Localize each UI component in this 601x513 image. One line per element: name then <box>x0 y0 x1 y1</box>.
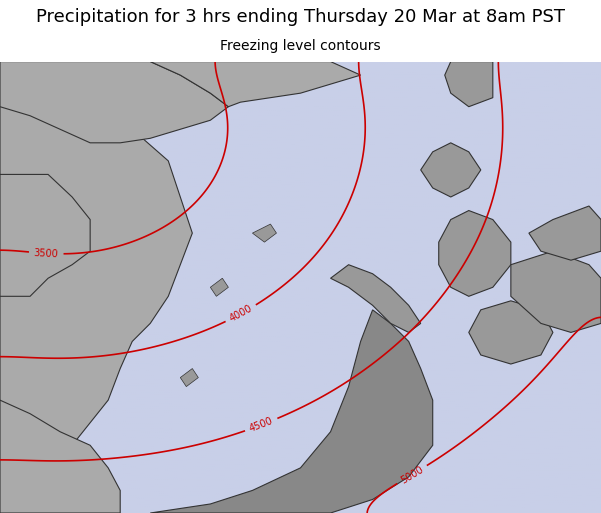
Polygon shape <box>529 206 601 260</box>
Polygon shape <box>0 62 192 490</box>
Text: 4500: 4500 <box>248 416 275 434</box>
Polygon shape <box>0 400 120 513</box>
Text: 3500: 3500 <box>34 248 59 259</box>
Polygon shape <box>469 301 553 364</box>
Polygon shape <box>180 368 198 387</box>
Text: 5000: 5000 <box>399 464 425 485</box>
Polygon shape <box>439 210 511 297</box>
Polygon shape <box>331 265 421 332</box>
Polygon shape <box>0 174 90 297</box>
Polygon shape <box>210 278 228 297</box>
Text: Freezing level contours: Freezing level contours <box>220 39 381 53</box>
Polygon shape <box>421 143 481 197</box>
Polygon shape <box>445 62 493 107</box>
Polygon shape <box>150 62 361 107</box>
Polygon shape <box>252 224 276 242</box>
Text: Precipitation for 3 hrs ending Thursday 20 Mar at 8am PST: Precipitation for 3 hrs ending Thursday … <box>36 8 565 26</box>
Polygon shape <box>0 62 228 143</box>
Polygon shape <box>150 310 433 513</box>
Text: 4000: 4000 <box>228 303 254 324</box>
Polygon shape <box>511 251 601 332</box>
